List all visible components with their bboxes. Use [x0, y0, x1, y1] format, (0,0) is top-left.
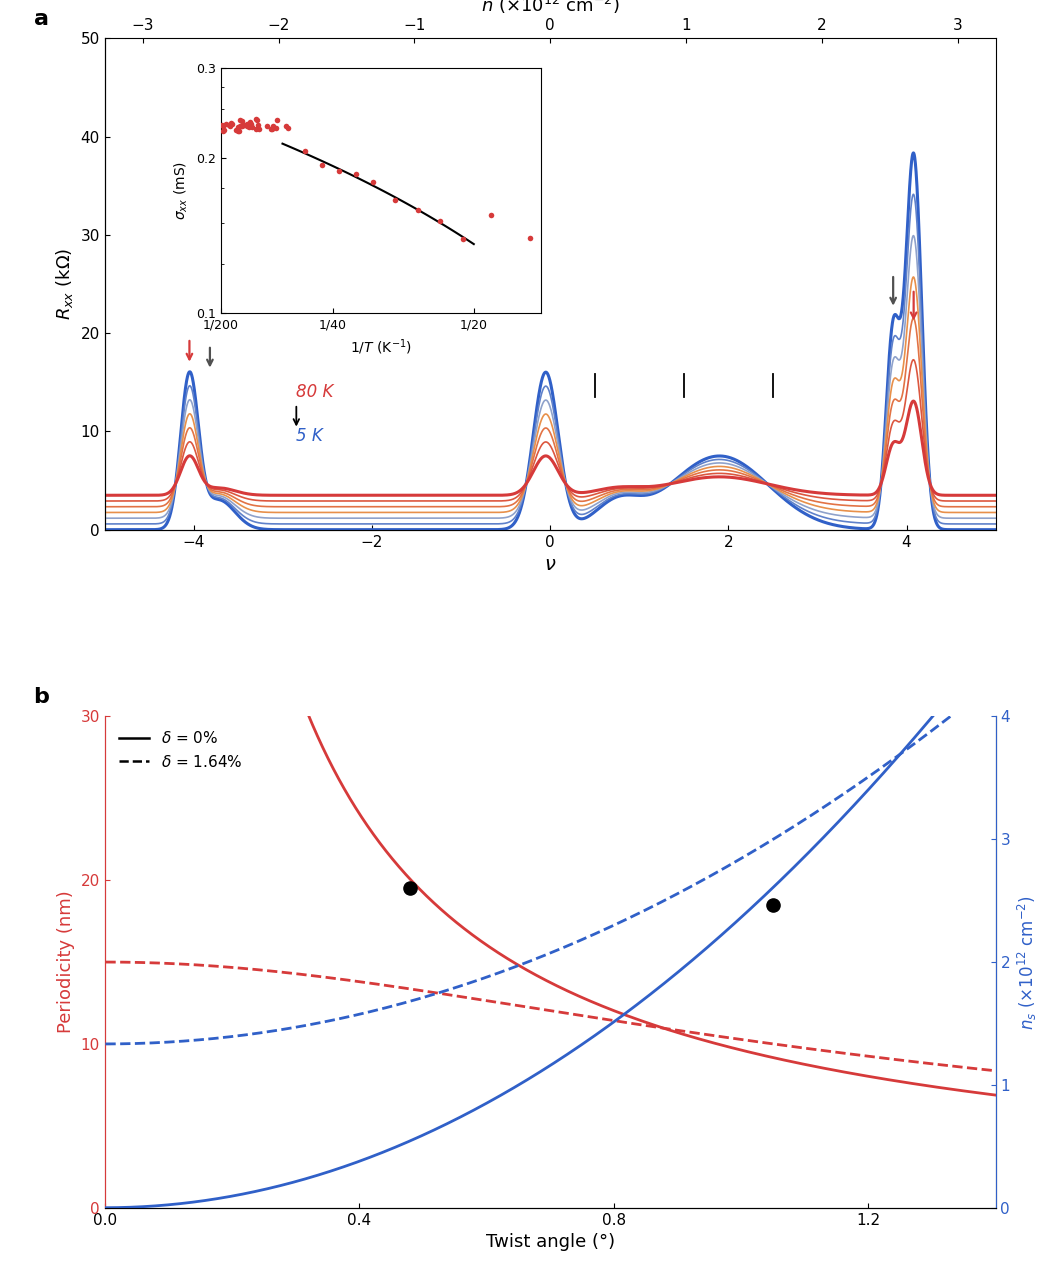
- Y-axis label: $R_{xx}$ (k$\Omega$): $R_{xx}$ (k$\Omega$): [54, 248, 75, 321]
- Y-axis label: $n_s$ ($\times 10^{12}$ cm$^{-2}$): $n_s$ ($\times 10^{12}$ cm$^{-2}$): [1016, 895, 1039, 1030]
- X-axis label: $n$ ($\times 10^{12}$ cm$^{-2}$): $n$ ($\times 10^{12}$ cm$^{-2}$): [481, 0, 619, 15]
- X-axis label: $\nu$: $\nu$: [544, 555, 556, 574]
- Legend: $\delta$ = 0%, $\delta$ = 1.64%: $\delta$ = 0%, $\delta$ = 1.64%: [112, 725, 249, 776]
- Point: [764, 895, 781, 915]
- Point: [401, 878, 418, 898]
- Text: a: a: [34, 9, 48, 28]
- Text: 80 K: 80 K: [297, 383, 333, 401]
- Text: 5 K: 5 K: [297, 427, 323, 445]
- X-axis label: Twist angle (°): Twist angle (°): [485, 1233, 615, 1251]
- Text: b: b: [34, 686, 49, 707]
- Y-axis label: Periodicity (nm): Periodicity (nm): [57, 891, 75, 1034]
